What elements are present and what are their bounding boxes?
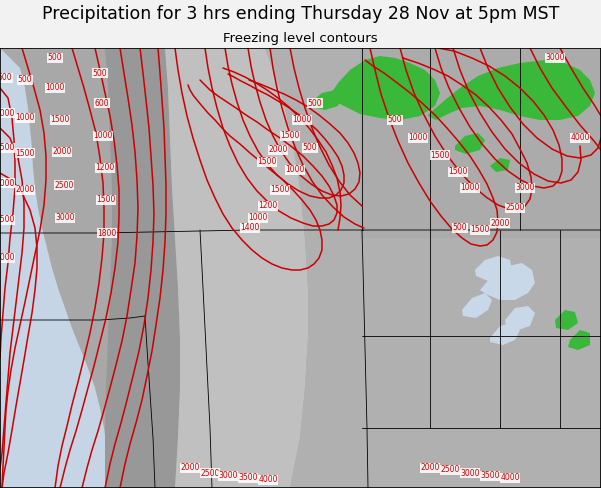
Text: 1500: 1500 (430, 150, 450, 160)
Polygon shape (265, 48, 601, 488)
Polygon shape (555, 310, 578, 330)
Text: 2500: 2500 (0, 216, 14, 224)
Text: 1800: 1800 (97, 228, 117, 238)
Text: 4000: 4000 (258, 475, 278, 485)
Text: 1000: 1000 (0, 108, 14, 118)
Text: 1200: 1200 (258, 202, 278, 210)
Polygon shape (462, 293, 492, 318)
Text: 1500: 1500 (471, 225, 490, 235)
Text: 2000: 2000 (490, 219, 510, 227)
Polygon shape (490, 158, 510, 172)
Text: 1500: 1500 (257, 158, 276, 166)
Text: 3000: 3000 (545, 54, 565, 62)
Text: 1400: 1400 (240, 224, 260, 232)
Text: 3500: 3500 (480, 471, 500, 481)
Text: 1000: 1000 (408, 134, 428, 142)
Text: 500: 500 (303, 143, 317, 152)
Text: Precipitation for 3 hrs ending Thursday 28 Nov at 5pm MST: Precipitation for 3 hrs ending Thursday … (42, 5, 559, 23)
Text: 2000: 2000 (0, 179, 14, 187)
Text: 500: 500 (93, 68, 108, 78)
Text: 1000: 1000 (93, 131, 113, 141)
Polygon shape (328, 56, 440, 120)
Text: 500: 500 (453, 224, 468, 232)
Text: 2500: 2500 (441, 466, 460, 474)
Polygon shape (310, 90, 342, 110)
Polygon shape (455, 133, 485, 154)
Polygon shape (428, 60, 595, 120)
Polygon shape (0, 48, 108, 488)
Text: 1000: 1000 (285, 165, 305, 175)
Text: 1000: 1000 (248, 214, 267, 223)
Text: 1500: 1500 (280, 131, 300, 141)
Text: 2500: 2500 (200, 468, 220, 477)
Text: 3000: 3000 (0, 253, 15, 263)
Text: 1500: 1500 (0, 143, 14, 152)
Text: 3000: 3000 (515, 183, 535, 192)
Polygon shape (568, 330, 590, 350)
Text: 500: 500 (47, 54, 63, 62)
Polygon shape (165, 48, 308, 488)
Text: 1200: 1200 (96, 163, 115, 172)
Text: 1000: 1000 (460, 183, 480, 192)
Text: 500: 500 (0, 74, 12, 82)
Text: 1500: 1500 (270, 185, 290, 195)
Text: 1500: 1500 (96, 196, 115, 204)
Text: 1500: 1500 (15, 148, 35, 158)
Text: 500: 500 (308, 99, 322, 107)
Text: 2000: 2000 (15, 185, 35, 195)
Text: 3000: 3000 (55, 214, 75, 223)
Text: 4000: 4000 (500, 473, 520, 483)
Text: 600: 600 (95, 99, 109, 107)
Polygon shape (360, 48, 601, 238)
Text: 3000: 3000 (460, 468, 480, 477)
Text: 1000: 1000 (45, 83, 65, 93)
Text: 500: 500 (17, 76, 32, 84)
Text: 2000: 2000 (52, 147, 72, 157)
Text: 2000: 2000 (268, 145, 288, 155)
Text: 1500: 1500 (50, 116, 70, 124)
Polygon shape (105, 48, 180, 488)
Text: 3500: 3500 (238, 473, 258, 483)
Text: 2500: 2500 (505, 203, 525, 212)
Text: 2500: 2500 (54, 181, 74, 189)
Text: 2000: 2000 (180, 464, 200, 472)
Text: 3000: 3000 (218, 471, 238, 481)
Text: 2000: 2000 (420, 464, 440, 472)
Text: 1000: 1000 (292, 116, 312, 124)
Text: Freezing level contours: Freezing level contours (223, 32, 378, 45)
Text: 1500: 1500 (448, 167, 468, 177)
Polygon shape (505, 306, 535, 330)
Polygon shape (475, 256, 512, 281)
Polygon shape (490, 323, 520, 345)
Text: 1000: 1000 (15, 114, 35, 122)
Polygon shape (480, 263, 535, 300)
Text: 4000: 4000 (570, 134, 590, 142)
Text: 500: 500 (388, 116, 402, 124)
